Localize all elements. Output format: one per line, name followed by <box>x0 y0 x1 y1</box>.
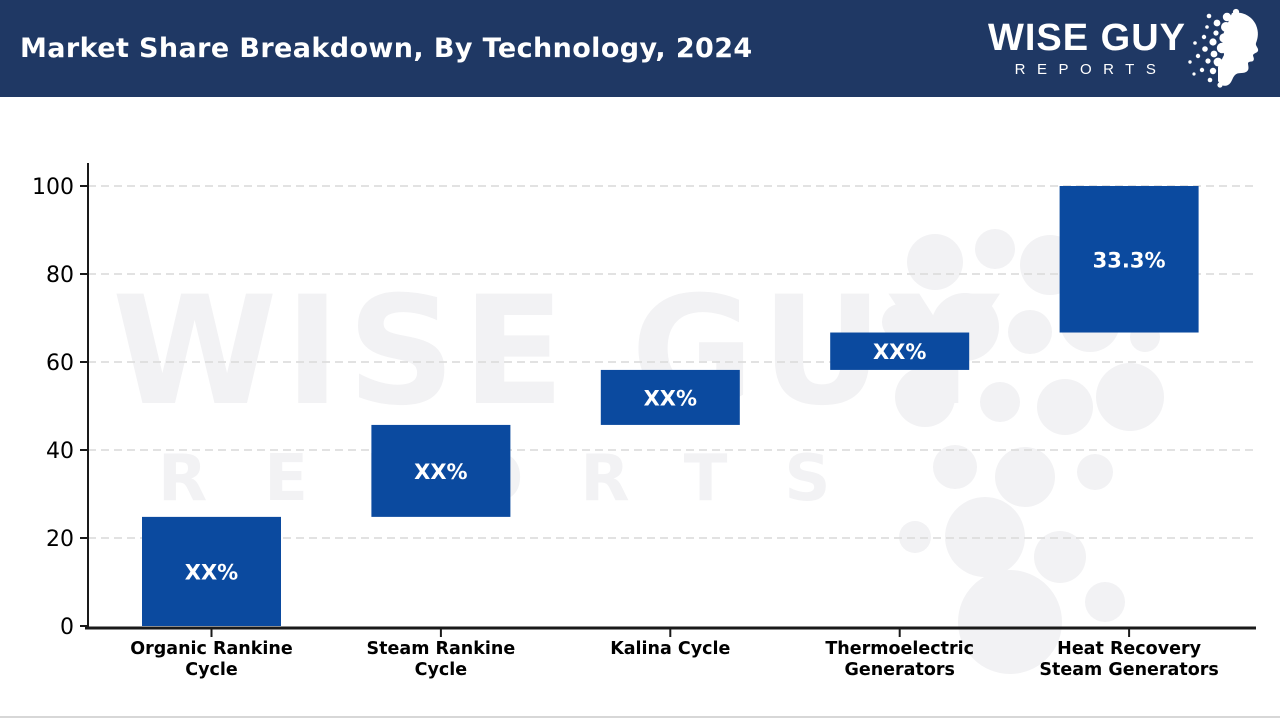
x-tick-label: Organic Rankine Cycle <box>130 639 293 680</box>
bar <box>600 369 740 425</box>
page-title: Market Share Breakdown, By Technology, 2… <box>20 33 753 64</box>
waterfall-chart: 0 20 40 60 80 100 XX% XX% XX% XX% 33.3% Organic Ran… <box>32 163 1256 680</box>
y-tick-label: 0 <box>60 615 74 640</box>
bar <box>830 332 970 370</box>
bar-label: XX% <box>644 386 697 410</box>
logo-wordmark: WISE GUY <box>987 17 1186 59</box>
y-tick-label: 80 <box>46 263 74 288</box>
x-tick-label: Kalina Cycle <box>610 639 730 659</box>
wise-guy-reports-logo: WISE GUY REPORTS <box>988 7 1266 91</box>
logo-text: WISE GUY REPORTS <box>988 19 1186 78</box>
chart-canvas: WISE GUY REPORTS 0 20 40 60 80 100 XX% XX% XX% XX… <box>0 97 1280 718</box>
bar-label: XX% <box>873 340 926 364</box>
y-tick-label: 60 <box>46 351 74 376</box>
logo-head-icon <box>1188 8 1259 88</box>
y-tick-label: 100 <box>32 175 74 200</box>
bar <box>1059 186 1199 333</box>
bar-label: XX% <box>185 560 238 584</box>
bar <box>371 424 511 517</box>
x-tick-label: Thermoelectric Generators <box>825 639 974 680</box>
x-tick-label: Steam Rankine Cycle <box>367 639 516 680</box>
y-tick-label: 20 <box>46 527 74 552</box>
y-tick-label: 40 <box>46 439 74 464</box>
x-tick-label: Heat Recovery Steam Generators <box>1039 639 1218 680</box>
header-bar: Market Share Breakdown, By Technology, 2… <box>0 0 1280 97</box>
logo-subtitle: REPORTS <box>1014 61 1168 78</box>
bar-label: XX% <box>414 460 467 484</box>
bar-label: 33.3% <box>1093 248 1166 272</box>
bar <box>142 516 281 626</box>
bottom-divider <box>0 716 1280 718</box>
